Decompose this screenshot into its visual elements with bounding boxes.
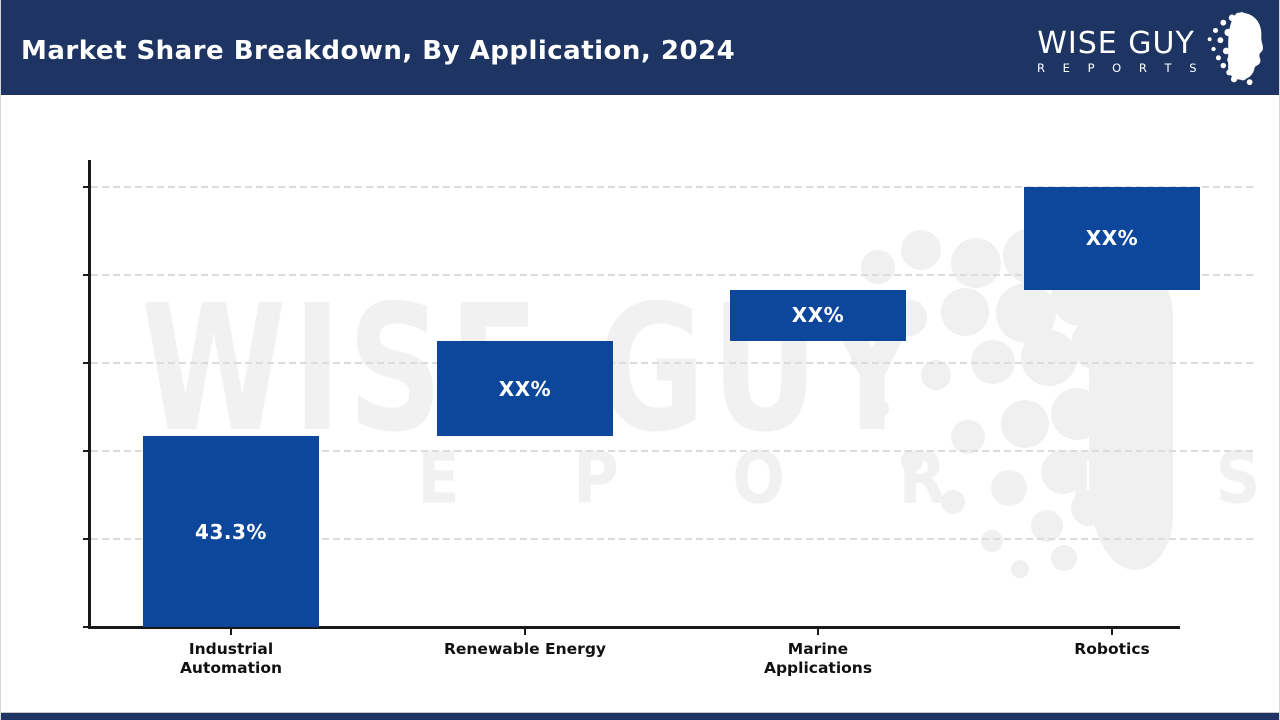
gridline-80 bbox=[91, 274, 1254, 276]
header-bar: Market Share Breakdown, By Application, … bbox=[1, 0, 1279, 95]
watermark-dot bbox=[1031, 510, 1063, 542]
watermark-dot bbox=[1011, 560, 1029, 578]
y-tick-mark bbox=[83, 274, 89, 276]
gridline-100 bbox=[91, 186, 1254, 188]
y-tick-mark bbox=[83, 626, 89, 628]
gridline-60 bbox=[91, 362, 1254, 364]
watermark-dot bbox=[871, 400, 889, 418]
y-tick-mark bbox=[83, 186, 89, 188]
x-axis-line bbox=[88, 626, 1180, 629]
watermark-dot bbox=[1041, 450, 1085, 494]
watermark-dot bbox=[1021, 330, 1077, 386]
watermark-dot bbox=[901, 230, 941, 270]
y-tick-mark bbox=[83, 362, 89, 364]
watermark-dot bbox=[921, 360, 951, 390]
footer-bar bbox=[1, 712, 1279, 720]
bar-value-label: XX% bbox=[1085, 226, 1139, 251]
x-category-label-robotics: Robotics bbox=[1074, 640, 1150, 658]
watermark-dot bbox=[901, 450, 923, 472]
x-category-label-marine-applications: Marine Applications bbox=[763, 640, 873, 677]
bar-value-label: 43.3% bbox=[195, 519, 267, 544]
x-tick-mark bbox=[817, 629, 819, 635]
bar-robotics: XX% bbox=[1024, 187, 1200, 290]
brand-logo: WISE GUY R E P O R T S bbox=[1031, 6, 1271, 90]
bar-value-label: XX% bbox=[791, 303, 845, 328]
bar-value-label: XX% bbox=[498, 376, 552, 401]
watermark-dot bbox=[1001, 400, 1049, 448]
y-axis-line bbox=[88, 160, 91, 628]
watermark-dot bbox=[951, 238, 1001, 288]
watermark-dot bbox=[941, 288, 989, 336]
bar-renewable-energy: XX% bbox=[437, 341, 613, 437]
gridline-20 bbox=[91, 538, 1254, 540]
y-tick-mark bbox=[83, 538, 89, 540]
watermark-dot bbox=[991, 470, 1027, 506]
watermark-dot bbox=[951, 420, 985, 454]
watermark-dot bbox=[1051, 545, 1077, 571]
watermark-dot bbox=[851, 350, 871, 370]
watermark-dot bbox=[941, 490, 965, 514]
y-tick-mark bbox=[83, 450, 89, 452]
watermark-head-silhouette bbox=[1089, 270, 1173, 570]
logo-subtitle: R E P O R T S bbox=[1037, 61, 1204, 75]
logo-wordmark: WISE GUY bbox=[1037, 26, 1195, 61]
x-tick-mark bbox=[1111, 629, 1113, 635]
watermark-dot bbox=[981, 530, 1003, 552]
chart-title: Market Share Breakdown, By Application, … bbox=[21, 36, 736, 66]
bar-marine-applications: XX% bbox=[730, 289, 906, 341]
x-category-label-industrial-automation: Industrial Automation bbox=[179, 640, 283, 677]
watermark-dot bbox=[861, 250, 895, 284]
x-category-label-renewable-energy: Renewable Energy bbox=[443, 640, 607, 658]
gridline-40 bbox=[91, 450, 1254, 452]
x-tick-mark bbox=[524, 629, 526, 635]
bar-industrial-automation: 43.3% bbox=[143, 436, 319, 627]
dotted-head-icon bbox=[1207, 12, 1263, 86]
x-tick-mark bbox=[230, 629, 232, 635]
